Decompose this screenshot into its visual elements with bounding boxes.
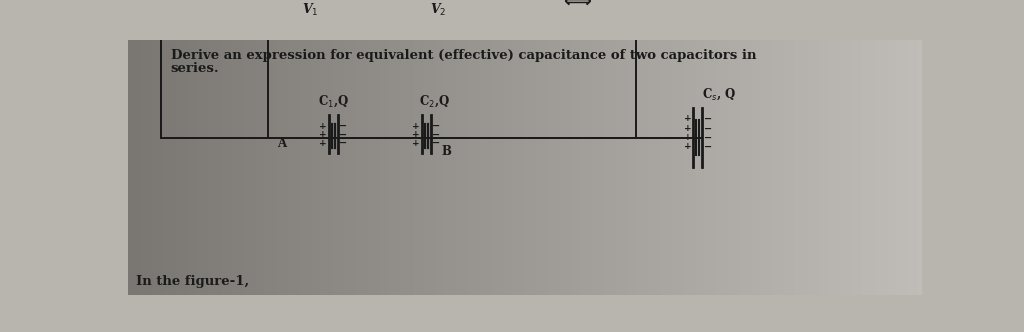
Text: +: + [413, 122, 420, 130]
Text: −: − [703, 132, 712, 143]
Text: C$_{2}$,Q: C$_{2}$,Q [419, 93, 450, 109]
Text: ⟺: ⟺ [563, 0, 592, 10]
Text: V$_{2}$: V$_{2}$ [430, 2, 446, 18]
Text: Derive an expression for equivalent (effective) capacitance of two capacitors in: Derive an expression for equivalent (eff… [171, 49, 756, 62]
Text: +: + [413, 138, 420, 147]
Text: −: − [432, 129, 440, 139]
Text: −: − [339, 129, 347, 139]
Text: +: + [684, 124, 691, 133]
Text: +: + [684, 142, 691, 151]
Text: −: − [703, 124, 712, 133]
Text: In the figure-1,: In the figure-1, [136, 275, 249, 288]
Text: C$_{1}$,Q: C$_{1}$,Q [317, 93, 349, 109]
Text: +: + [413, 130, 420, 139]
Text: −: − [339, 138, 347, 148]
Text: +: + [319, 130, 327, 139]
Text: series.: series. [171, 62, 219, 75]
Text: +: + [319, 138, 327, 147]
Text: C$_{s}$, Q: C$_{s}$, Q [702, 86, 736, 102]
Text: A: A [276, 137, 286, 150]
Text: −: − [703, 142, 712, 152]
Text: −: − [339, 121, 347, 131]
Text: +: + [684, 133, 691, 142]
Text: −: − [432, 121, 440, 131]
Text: +: + [319, 122, 327, 130]
Text: V$_{1}$: V$_{1}$ [302, 2, 318, 18]
Text: B: B [442, 144, 452, 158]
Text: +: + [684, 114, 691, 123]
Text: −: − [703, 114, 712, 124]
Text: −: − [432, 138, 440, 148]
